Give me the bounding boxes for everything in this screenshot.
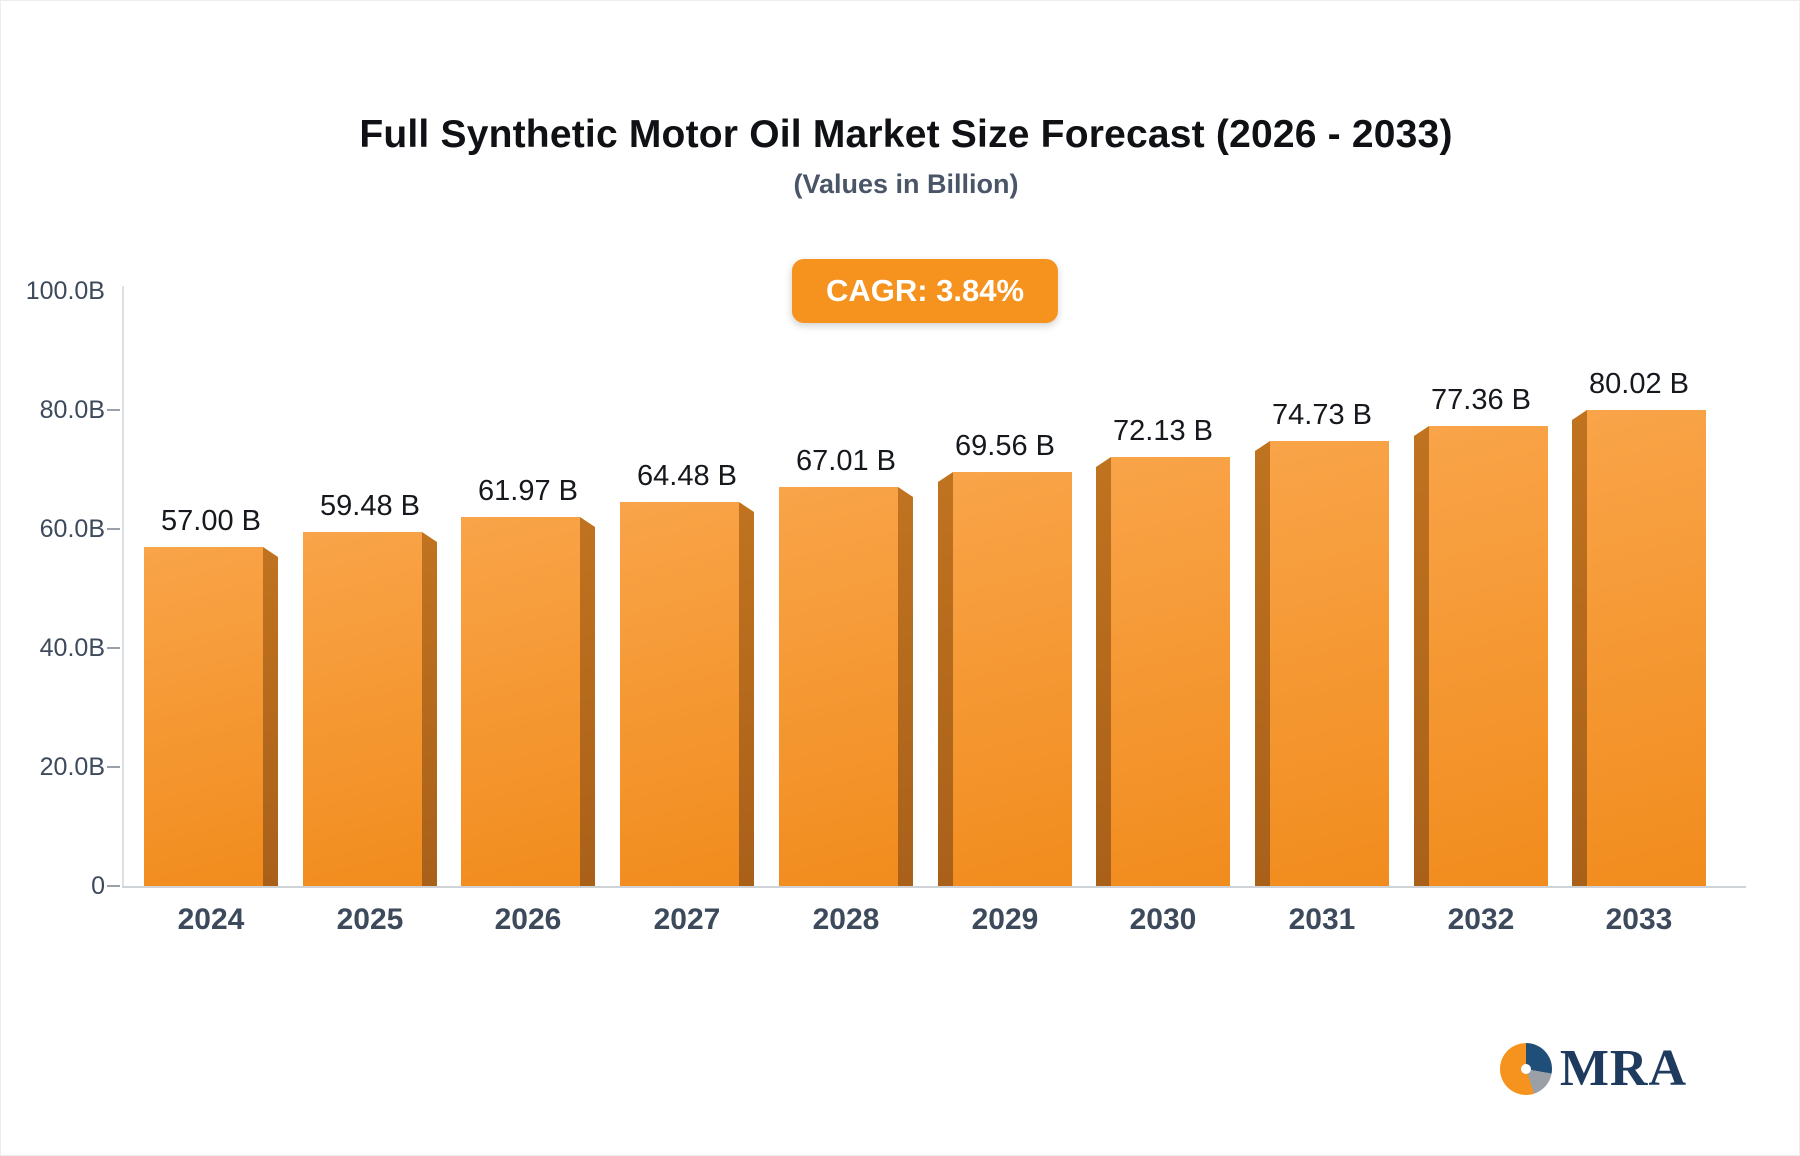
y-axis-tick-label: 60.0B (39, 515, 105, 543)
bar-2033 (1587, 410, 1706, 886)
chart-subtitle: (Values in Billion) (793, 169, 1019, 199)
x-axis-line (122, 886, 1746, 888)
bar-side-face-2025 (422, 532, 437, 886)
bar-value-label: 67.01 B (796, 445, 896, 477)
bar-2028 (779, 487, 898, 886)
y-axis-tick-label: 40.0B (39, 634, 105, 662)
bar-2031 (1270, 441, 1389, 886)
brand-logo-pie-icon (1499, 1043, 1552, 1095)
y-axis-tick-mark (107, 885, 120, 887)
bar-value-label: 59.48 B (320, 490, 420, 522)
bar-side-face-2031 (1255, 441, 1270, 886)
y-axis-tick-mark (107, 647, 120, 649)
bar-2025 (303, 532, 422, 886)
x-axis-label: 2026 (494, 903, 562, 936)
bar-value-label: 74.73 B (1272, 399, 1372, 431)
y-axis-tick-mark (107, 409, 120, 411)
bar-2030 (1111, 457, 1230, 886)
bar-value-label: 72.13 B (1113, 415, 1213, 447)
y-axis-tick-mark (107, 766, 120, 768)
cagr-badge: CAGR: 3.84% (791, 259, 1059, 323)
brand-logo-text: MRA (1559, 1040, 1687, 1097)
bar-value-label: 80.02 B (1589, 368, 1689, 400)
bar-value-label: 77.36 B (1431, 384, 1531, 416)
y-axis-line (122, 286, 124, 886)
y-axis-tick-label: 100.0B (25, 277, 105, 305)
x-axis-label: 2033 (1605, 903, 1673, 936)
bar-value-label: 69.56 B (955, 430, 1055, 462)
bar-side-face-2026 (580, 517, 595, 886)
brand-logo: MRA (1499, 1040, 1687, 1097)
bar-value-label: 64.48 B (637, 460, 737, 492)
x-axis-label: 2030 (1129, 903, 1197, 936)
x-axis-label: 2029 (971, 903, 1039, 936)
bar-2024 (144, 547, 263, 886)
bar-side-face-2024 (263, 547, 278, 886)
x-axis-label: 2025 (336, 903, 404, 936)
x-axis-label: 2028 (812, 903, 880, 936)
chart-title: Full Synthetic Motor Oil Market Size For… (359, 113, 1453, 156)
bar-side-face-2029 (938, 472, 953, 886)
bar-2026 (461, 517, 580, 886)
y-axis-tick-label: 80.0B (39, 396, 105, 424)
bar-side-face-2033 (1572, 410, 1587, 886)
bar-side-face-2028 (898, 487, 913, 886)
bar-2027 (620, 502, 739, 886)
bar-side-face-2027 (739, 502, 754, 886)
bar-value-label: 57.00 B (161, 505, 261, 537)
y-axis-tick-mark (107, 528, 120, 530)
y-axis-tick-label: 20.0B (39, 753, 105, 781)
bar-side-face-2030 (1096, 457, 1111, 886)
bar-side-face-2032 (1414, 426, 1429, 886)
x-axis-label: 2031 (1288, 903, 1356, 936)
x-axis-label: 2027 (653, 903, 721, 936)
bar-2029 (953, 472, 1072, 886)
bar-value-label: 61.97 B (478, 475, 578, 507)
y-axis-tick-label: 0 (91, 872, 105, 900)
x-axis-label: 2024 (177, 903, 245, 936)
x-axis-label: 2032 (1447, 903, 1515, 936)
bar-2032 (1429, 426, 1548, 886)
